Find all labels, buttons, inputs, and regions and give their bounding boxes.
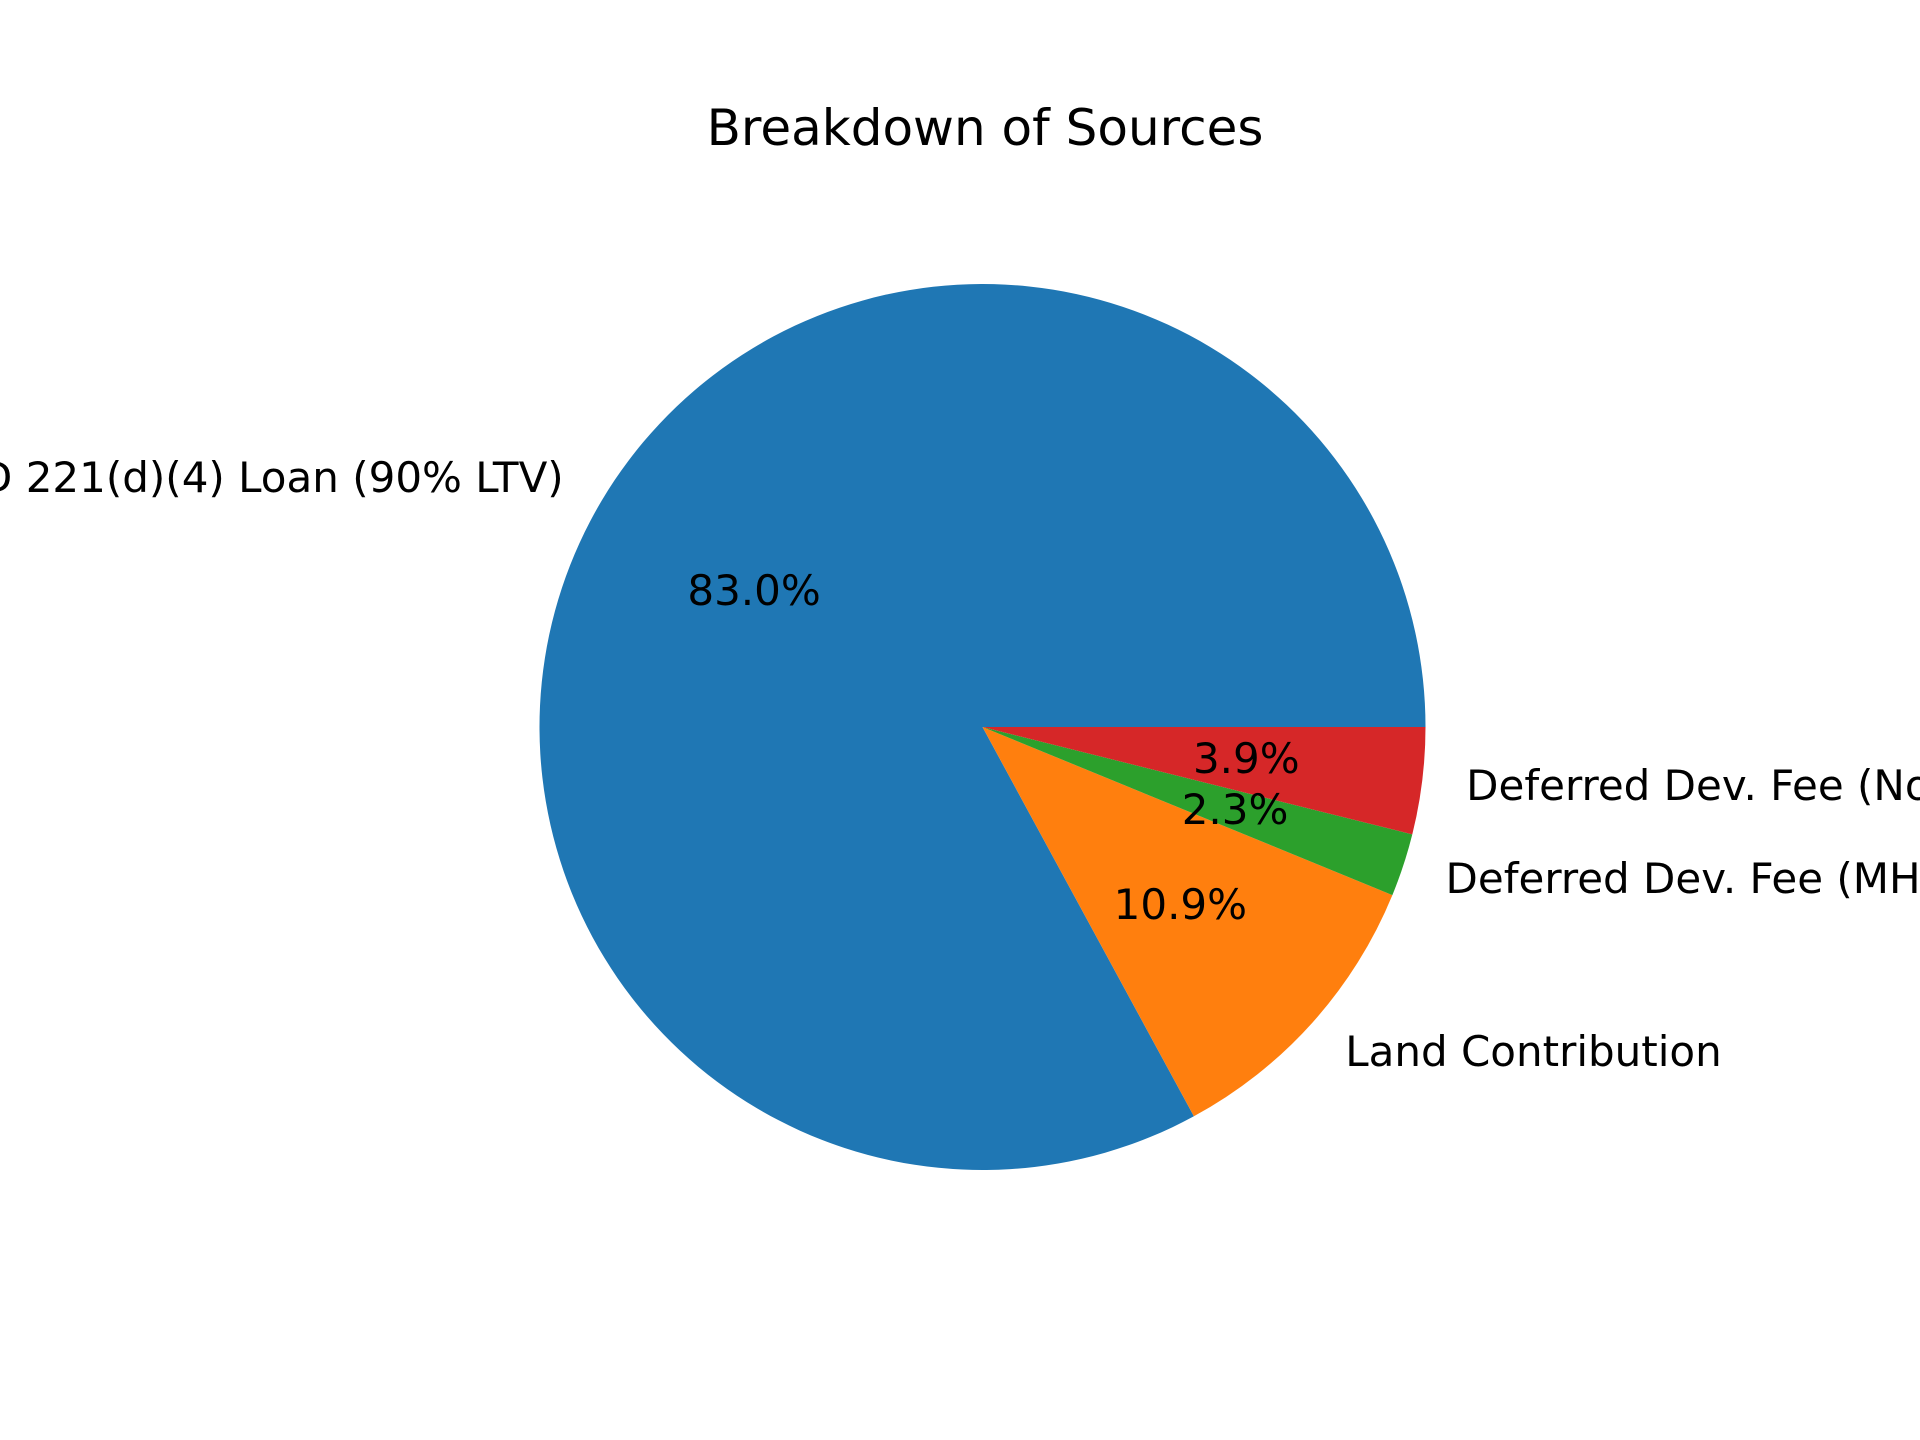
slice-pct-label: 83.0%: [687, 566, 821, 615]
pie-slice-2: [982, 727, 1413, 896]
slice-pct-label: 2.3%: [1181, 784, 1289, 834]
pie-slice-3: [982, 727, 1426, 835]
slice-label: D 221(d)(4) Loan (90% LTV): [0, 452, 564, 502]
chart-title: Breakdown of Sources: [706, 99, 1264, 157]
slice-label: Deferred Dev. Fee (MH: [1445, 853, 1920, 903]
slice-label: Deferred Dev. Fee (No: [1466, 761, 1920, 811]
pie-slice-1: [982, 727, 1393, 1117]
slice-pct-label: 10.9%: [1113, 879, 1248, 929]
slice-pct-label: 3.9%: [1192, 734, 1300, 784]
slice-label: Land Contribution: [1345, 1027, 1722, 1077]
